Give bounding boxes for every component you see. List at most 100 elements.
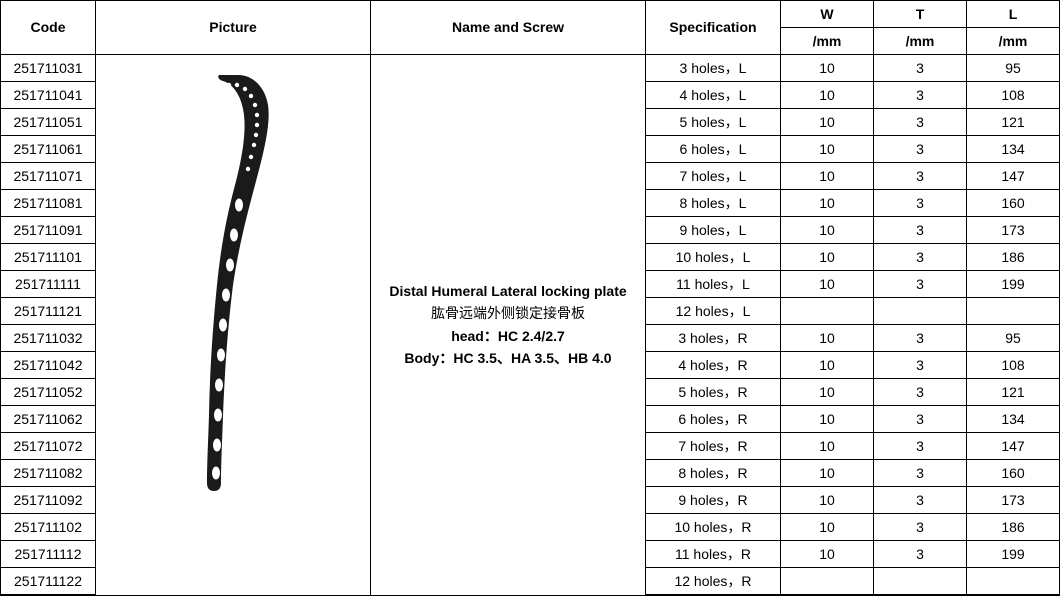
header-name-screw: Name and Screw (371, 1, 646, 55)
cell-spec: 8 holes，L (646, 190, 781, 217)
cell-w (781, 568, 874, 596)
spec-table-body: 251711031 Distal Humeral Lateral locking… (1, 55, 1060, 596)
cell-l: 147 (967, 433, 1060, 460)
cell-l: 121 (967, 109, 1060, 136)
cell-code: 251711072 (1, 433, 96, 460)
cell-code: 251711052 (1, 379, 96, 406)
cell-code: 251711111 (1, 271, 96, 298)
cell-l: 173 (967, 217, 1060, 244)
cell-t: 3 (874, 406, 967, 433)
header-t-line1: T (874, 1, 967, 28)
cell-w: 10 (781, 55, 874, 82)
cell-l (967, 298, 1060, 325)
cell-spec: 3 holes，R (646, 325, 781, 352)
cell-l (967, 568, 1060, 596)
cell-code: 251711102 (1, 514, 96, 541)
cell-l: 95 (967, 325, 1060, 352)
cell-l: 186 (967, 514, 1060, 541)
cell-l: 199 (967, 541, 1060, 568)
cell-t: 3 (874, 217, 967, 244)
header-spec: Specification (646, 1, 781, 55)
cell-w: 10 (781, 406, 874, 433)
cell-code: 251711031 (1, 55, 96, 82)
cell-spec: 11 holes，R (646, 541, 781, 568)
header-l-line1: L (967, 1, 1060, 28)
cell-l: 160 (967, 460, 1060, 487)
plate-illustration (173, 65, 293, 495)
cell-spec: 4 holes，L (646, 82, 781, 109)
cell-t: 3 (874, 379, 967, 406)
cell-spec: 12 holes，L (646, 298, 781, 325)
cell-l: 199 (967, 271, 1060, 298)
cell-spec: 5 holes，R (646, 379, 781, 406)
cell-code: 251711101 (1, 244, 96, 271)
cell-w: 10 (781, 460, 874, 487)
cell-spec: 12 holes，R (646, 568, 781, 596)
cell-code: 251711092 (1, 487, 96, 514)
cell-code: 251711051 (1, 109, 96, 136)
cell-l: 160 (967, 190, 1060, 217)
cell-spec: 5 holes，L (646, 109, 781, 136)
cell-w: 10 (781, 271, 874, 298)
cell-code: 251711071 (1, 163, 96, 190)
header-w-line2: /mm (781, 28, 874, 55)
cell-l: 186 (967, 244, 1060, 271)
cell-picture (96, 55, 371, 596)
cell-w: 10 (781, 541, 874, 568)
cell-code: 251711032 (1, 325, 96, 352)
cell-w: 10 (781, 136, 874, 163)
cell-t: 3 (874, 514, 967, 541)
cell-t (874, 568, 967, 596)
table-row: 251711031 Distal Humeral Lateral locking… (1, 55, 1060, 82)
cell-t: 3 (874, 109, 967, 136)
header-code: Code (1, 1, 96, 55)
name-line3: head：HC 2.4/2.7 (375, 325, 641, 347)
cell-t: 3 (874, 82, 967, 109)
cell-t: 3 (874, 541, 967, 568)
cell-spec: 7 holes，L (646, 163, 781, 190)
cell-w: 10 (781, 190, 874, 217)
cell-l: 121 (967, 379, 1060, 406)
cell-w: 10 (781, 433, 874, 460)
cell-w: 10 (781, 109, 874, 136)
cell-code: 251711041 (1, 82, 96, 109)
cell-spec: 7 holes，R (646, 433, 781, 460)
cell-spec: 3 holes，L (646, 55, 781, 82)
cell-w: 10 (781, 352, 874, 379)
cell-t: 3 (874, 55, 967, 82)
cell-w: 10 (781, 217, 874, 244)
header-t-line2: /mm (874, 28, 967, 55)
cell-t: 3 (874, 190, 967, 217)
cell-code: 251711062 (1, 406, 96, 433)
cell-name-screw: Distal Humeral Lateral locking plate肱骨远端… (371, 55, 646, 596)
cell-t: 3 (874, 244, 967, 271)
cell-t: 3 (874, 271, 967, 298)
name-line1: Distal Humeral Lateral locking plate (375, 280, 641, 302)
cell-l: 95 (967, 55, 1060, 82)
cell-t: 3 (874, 487, 967, 514)
cell-l: 108 (967, 82, 1060, 109)
cell-code: 251711061 (1, 136, 96, 163)
header-l-line2: /mm (967, 28, 1060, 55)
cell-spec: 8 holes，R (646, 460, 781, 487)
cell-t (874, 298, 967, 325)
cell-w: 10 (781, 244, 874, 271)
cell-code: 251711042 (1, 352, 96, 379)
cell-code: 251711091 (1, 217, 96, 244)
spec-table-stage: Code Picture Name and Screw Specificatio… (0, 0, 1060, 501)
cell-t: 3 (874, 136, 967, 163)
cell-w (781, 298, 874, 325)
cell-w: 10 (781, 82, 874, 109)
cell-t: 3 (874, 433, 967, 460)
cell-code: 251711121 (1, 298, 96, 325)
cell-spec: 4 holes，R (646, 352, 781, 379)
cell-spec: 6 holes，R (646, 406, 781, 433)
cell-code: 251711082 (1, 460, 96, 487)
cell-spec: 11 holes，L (646, 271, 781, 298)
cell-t: 3 (874, 325, 967, 352)
cell-t: 3 (874, 460, 967, 487)
header-picture: Picture (96, 1, 371, 55)
spec-table: Code Picture Name and Screw Specificatio… (0, 0, 1060, 596)
name-line2: 肱骨远端外侧锁定接骨板 (375, 302, 641, 324)
cell-l: 147 (967, 163, 1060, 190)
